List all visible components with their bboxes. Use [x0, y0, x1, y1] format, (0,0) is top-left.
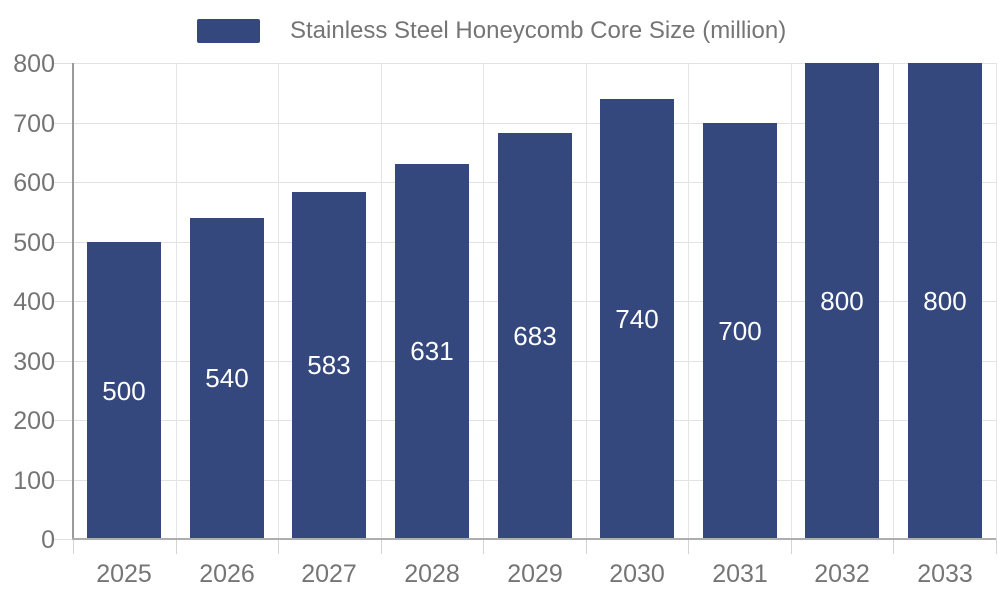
- gridline-vertical: [278, 63, 279, 539]
- gridline-horizontal: [73, 63, 996, 64]
- x-tick-label: 2029: [507, 560, 563, 588]
- y-tick-label: 100: [13, 467, 55, 495]
- y-tick-label: 500: [13, 229, 55, 257]
- legend-label: Stainless Steel Honeycomb Core Size (mil…: [290, 17, 787, 44]
- gridline-horizontal: [73, 123, 996, 124]
- x-tick-label: 2026: [199, 560, 255, 588]
- y-axis-tick: [53, 123, 73, 124]
- bar[interactable]: 740: [600, 99, 674, 539]
- bar-value-label: 583: [307, 350, 351, 380]
- bar-value-label: 540: [205, 363, 249, 393]
- bar[interactable]: 683: [498, 133, 572, 539]
- x-axis-line: [72, 538, 996, 540]
- x-axis-tick: [586, 539, 587, 554]
- x-axis-tick: [893, 539, 894, 554]
- bar[interactable]: 540: [190, 218, 264, 539]
- y-axis-tick: [53, 242, 73, 243]
- x-tick-label: 2031: [712, 560, 768, 588]
- bar-value-label: 800: [923, 285, 967, 316]
- bar[interactable]: 631: [395, 164, 469, 539]
- y-axis-line: [72, 63, 74, 539]
- gridline-vertical: [791, 63, 792, 539]
- bar-value-label: 500: [102, 375, 146, 406]
- bar[interactable]: 583: [292, 192, 366, 539]
- bar-value-label: 740: [615, 303, 659, 334]
- x-axis-tick: [176, 539, 177, 554]
- bar-value-label: 683: [513, 320, 557, 351]
- bar-value-label: 700: [718, 316, 762, 346]
- x-axis-tick: [996, 539, 997, 554]
- gridline-vertical: [893, 63, 894, 539]
- bar[interactable]: 500: [87, 242, 161, 540]
- x-axis-tick: [73, 539, 74, 554]
- x-axis-tick: [483, 539, 484, 554]
- y-tick-label: 700: [13, 110, 55, 138]
- x-axis-tick: [278, 539, 279, 554]
- x-tick-label: 2033: [917, 560, 973, 588]
- y-tick-label: 300: [13, 348, 55, 376]
- y-axis-tick: [53, 539, 73, 540]
- y-tick-label: 0: [41, 526, 55, 554]
- y-tick-label: 200: [13, 407, 55, 435]
- bar-value-label: 800: [820, 285, 864, 316]
- legend-swatch: [197, 19, 260, 43]
- gridline-vertical: [586, 63, 587, 539]
- gridline-vertical: [381, 63, 382, 539]
- y-axis-tick: [53, 480, 73, 481]
- bar[interactable]: 800: [805, 63, 879, 539]
- y-axis-tick: [53, 301, 73, 302]
- y-axis-tick: [53, 182, 73, 183]
- x-tick-label: 2025: [96, 560, 152, 588]
- y-axis-tick: [53, 361, 73, 362]
- gridline-vertical: [996, 63, 997, 539]
- gridline-vertical: [688, 63, 689, 539]
- x-axis-tick: [688, 539, 689, 554]
- legend-item[interactable]: Stainless Steel Honeycomb Core Size (mil…: [197, 17, 786, 45]
- y-tick-label: 600: [13, 169, 55, 197]
- bar[interactable]: 800: [908, 63, 982, 539]
- y-tick-label: 800: [13, 50, 55, 78]
- x-axis-tick: [381, 539, 382, 554]
- x-tick-label: 2030: [609, 560, 665, 588]
- y-tick-label: 400: [13, 288, 55, 316]
- gridline-vertical: [483, 63, 484, 539]
- gridline-vertical: [176, 63, 177, 539]
- x-tick-label: 2032: [814, 560, 870, 588]
- bar[interactable]: 700: [703, 123, 777, 540]
- x-tick-label: 2028: [404, 560, 460, 588]
- bar-value-label: 631: [410, 336, 454, 366]
- y-axis-tick: [53, 420, 73, 421]
- x-tick-label: 2027: [301, 560, 357, 588]
- x-axis-tick: [791, 539, 792, 554]
- y-axis-tick: [53, 63, 73, 64]
